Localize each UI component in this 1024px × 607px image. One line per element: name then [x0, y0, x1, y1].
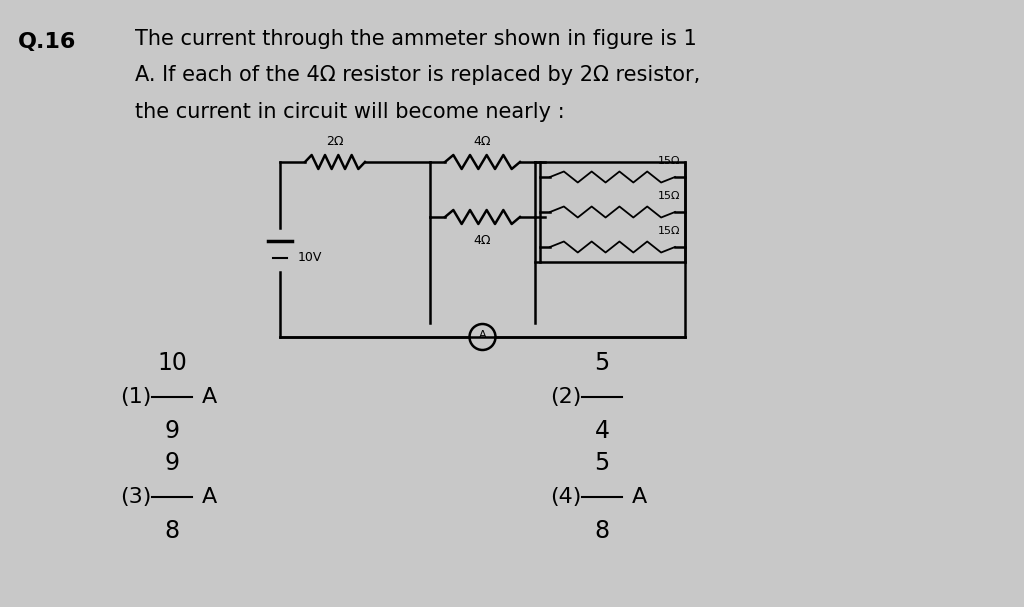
- Text: (3): (3): [120, 487, 152, 507]
- Text: 10: 10: [157, 351, 187, 375]
- Text: 15Ω: 15Ω: [657, 191, 680, 201]
- Text: The current through the ammeter shown in figure is 1: The current through the ammeter shown in…: [135, 29, 696, 49]
- Text: (4): (4): [550, 487, 582, 507]
- Text: Q.16: Q.16: [18, 32, 77, 52]
- Text: (1): (1): [120, 387, 152, 407]
- Text: A: A: [632, 487, 647, 507]
- Text: A: A: [478, 330, 486, 340]
- Text: A: A: [202, 487, 217, 507]
- Text: 9: 9: [165, 451, 179, 475]
- Text: 2Ω: 2Ω: [327, 135, 344, 148]
- Text: A. If each of the 4Ω resistor is replaced by 2Ω resistor,: A. If each of the 4Ω resistor is replace…: [135, 65, 700, 85]
- Text: 4Ω: 4Ω: [474, 135, 492, 148]
- Text: (2): (2): [550, 387, 582, 407]
- Text: 4: 4: [595, 419, 609, 443]
- Text: 5: 5: [594, 451, 609, 475]
- Text: the current in circuit will become nearly :: the current in circuit will become nearl…: [135, 102, 564, 122]
- Text: 15Ω: 15Ω: [657, 156, 680, 166]
- Text: 5: 5: [594, 351, 609, 375]
- Text: 8: 8: [595, 519, 609, 543]
- Text: 10V: 10V: [298, 251, 323, 264]
- Text: 8: 8: [165, 519, 179, 543]
- Text: 4Ω: 4Ω: [474, 234, 492, 247]
- Text: 15Ω: 15Ω: [657, 226, 680, 236]
- Bar: [540, 162, 685, 262]
- Text: A: A: [202, 387, 217, 407]
- Text: 9: 9: [165, 419, 179, 443]
